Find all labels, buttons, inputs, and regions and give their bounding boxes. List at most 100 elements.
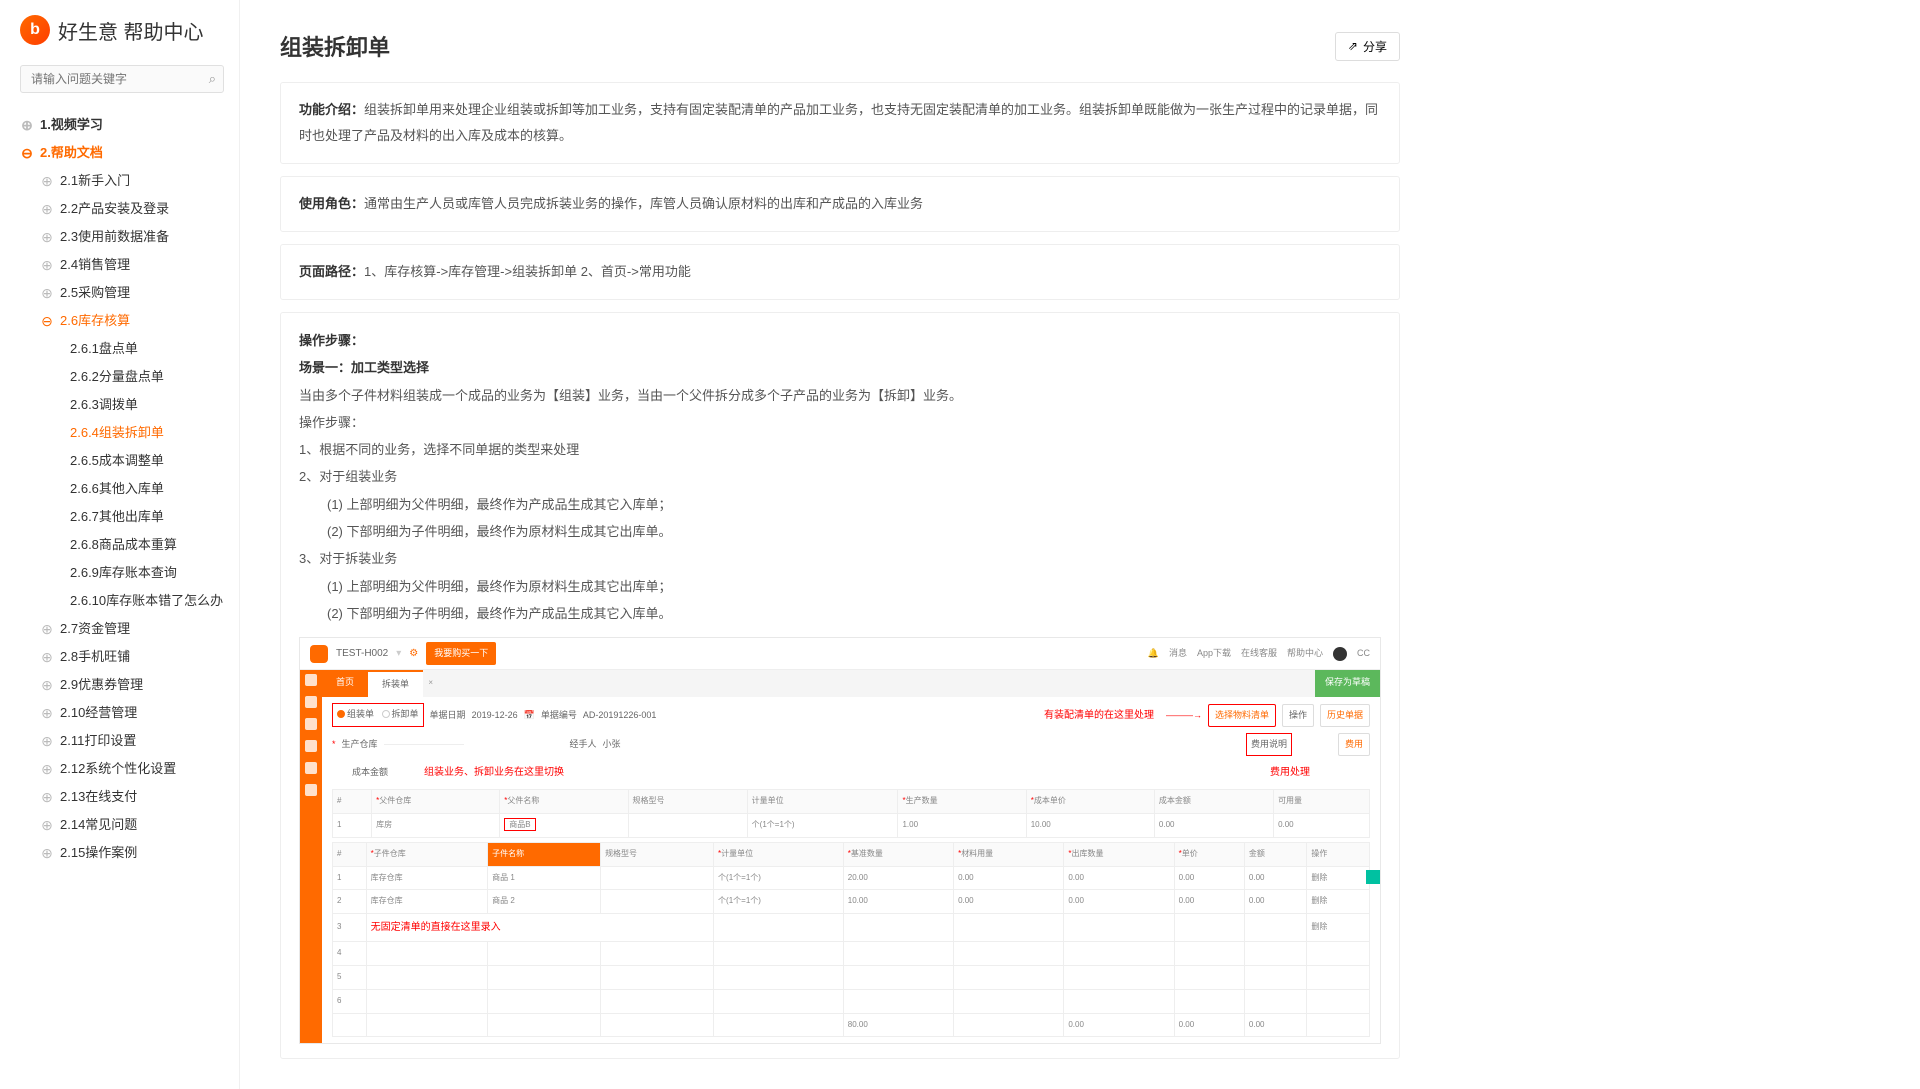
ss-handler-value: 小张 bbox=[603, 735, 621, 754]
logo-text: 好生意 帮助中心 bbox=[58, 16, 204, 45]
th: 计量单位 bbox=[747, 790, 898, 814]
nav-2-8[interactable]: ⊕ 2.8手机旺铺 bbox=[20, 643, 224, 671]
nav-2-10[interactable]: ⊕2.10经营管理 bbox=[20, 699, 224, 727]
search-icon[interactable]: ⌕ bbox=[209, 71, 216, 87]
share-label: 分享 bbox=[1363, 38, 1387, 55]
nav-2-3[interactable]: ⊕2.3使用前数据准备 bbox=[20, 223, 224, 251]
nav-docs[interactable]: ⊖2.帮助文档 bbox=[20, 139, 224, 167]
th: 可用量 bbox=[1274, 790, 1370, 814]
ss-wh-label: 生产仓库 bbox=[342, 735, 378, 754]
nav-2-6-10[interactable]: 2.6.10库存账本错了怎么办 bbox=[20, 587, 224, 615]
ss-radio-disassemble: 拆卸单 bbox=[382, 705, 419, 724]
nav-label: 2.4销售管理 bbox=[60, 251, 130, 279]
calendar-icon: 📅 bbox=[524, 706, 535, 725]
nav-2-6-4[interactable]: 2.6.4组装拆卸单 bbox=[20, 419, 224, 447]
nav-2-5[interactable]: ⊕2.5采购管理 bbox=[20, 279, 224, 307]
nav-2-6-2[interactable]: 2.6.2分量盘点单 bbox=[20, 363, 224, 391]
td: 0.00 bbox=[1244, 890, 1306, 914]
td: 库存仓库 bbox=[366, 890, 488, 914]
nav-2-6-3[interactable]: 2.6.3调拨单 bbox=[20, 391, 224, 419]
nav-label: 2.6.2分量盘点单 bbox=[70, 369, 164, 384]
th: 父件名称 bbox=[507, 796, 539, 805]
nav-label: 2.7资金管理 bbox=[60, 615, 130, 643]
ss-annotation-1: 有装配清单的在这里处理 bbox=[1044, 705, 1154, 726]
td: 0.00 bbox=[1274, 814, 1370, 838]
ss-logo-icon bbox=[310, 645, 328, 663]
step-3-1: (1) 上部明细为父件明细，最终作为原材料生成其它出库单； bbox=[299, 573, 1381, 600]
logo: b 好生意 帮助中心 bbox=[20, 15, 224, 45]
td: 库房 bbox=[372, 814, 500, 838]
ss-op-button: 操作 bbox=[1282, 704, 1314, 727]
steps-label: 操作步骤： bbox=[299, 327, 1381, 354]
nav-2-1[interactable]: ⊕2.1新手入门 bbox=[20, 167, 224, 195]
plus-icon: ⊕ bbox=[40, 650, 54, 664]
nav-video[interactable]: ⊕1.视频学习 bbox=[20, 111, 224, 139]
plus-icon: ⊕ bbox=[40, 818, 54, 832]
minus-icon: ⊖ bbox=[20, 146, 34, 160]
embedded-screenshot: TEST-H002 ▾ ⚙ 我要购买一下 🔔 消息 App下载 在线客服 帮助中… bbox=[299, 637, 1381, 1044]
ss-content: 首页 拆装单× 保存为草稿 组装单 拆卸单 bbox=[322, 670, 1380, 1043]
nav-label: 2.10经营管理 bbox=[60, 699, 137, 727]
ss-service: 在线客服 bbox=[1241, 644, 1277, 663]
plus-icon: ⊕ bbox=[40, 790, 54, 804]
nav-2-6-9[interactable]: 2.6.9库存账本查询 bbox=[20, 559, 224, 587]
td: 0.00 bbox=[1244, 866, 1306, 890]
nav-2-12[interactable]: ⊕2.12系统个性化设置 bbox=[20, 755, 224, 783]
nav-label: 2.8手机旺铺 bbox=[60, 643, 130, 671]
step-3: 3、对于拆装业务 bbox=[299, 545, 1381, 572]
th: 出库数量 bbox=[1071, 849, 1103, 858]
nav-2-9[interactable]: ⊕2.9优惠券管理 bbox=[20, 671, 224, 699]
nav-label: 2.6.4组装拆卸单 bbox=[70, 425, 164, 440]
td: 删除 bbox=[1307, 890, 1370, 914]
ss-topbar: TEST-H002 ▾ ⚙ 我要购买一下 🔔 消息 App下载 在线客服 帮助中… bbox=[300, 638, 1380, 670]
search-input[interactable] bbox=[20, 65, 224, 93]
nav-2-6-5[interactable]: 2.6.5成本调整单 bbox=[20, 447, 224, 475]
td: 1.00 bbox=[898, 814, 1026, 838]
nav-2-14[interactable]: ⊕ 2.14常见问题 bbox=[20, 811, 224, 839]
nav-label: 2.6.6其他入库单 bbox=[70, 481, 164, 496]
nav-2-6[interactable]: ⊖2.6库存核算 bbox=[20, 307, 224, 335]
th: 基准数量 bbox=[851, 849, 883, 858]
page-title: 组装拆卸单 bbox=[280, 30, 390, 62]
nav-2-2[interactable]: ⊕2.2产品安装及登录 bbox=[20, 195, 224, 223]
td: 商品B bbox=[504, 818, 535, 831]
th: 规格型号 bbox=[628, 790, 747, 814]
ss-app: App下载 bbox=[1197, 644, 1231, 663]
logo-icon: b bbox=[20, 15, 50, 45]
nav-label: 2.14常见问题 bbox=[60, 811, 137, 839]
ss-side-icon bbox=[305, 740, 317, 752]
ss-sidebar bbox=[300, 670, 322, 1043]
th: 计量单位 bbox=[721, 849, 753, 858]
nav-label: 2.6.9库存账本查询 bbox=[70, 565, 177, 580]
ss-bill-value: AD-20191226-001 bbox=[583, 706, 657, 725]
nav-2-4[interactable]: ⊕2.4销售管理 bbox=[20, 251, 224, 279]
arrow-icon: ———→ bbox=[1166, 706, 1202, 725]
nav-2-7[interactable]: ⊕2.7资金管理 bbox=[20, 615, 224, 643]
ss-bill-label: 单据编号 bbox=[541, 706, 577, 725]
nav-2-6-6[interactable]: 2.6.6其他入库单 bbox=[20, 475, 224, 503]
nav-2-6-7[interactable]: 2.6.7其他出库单 bbox=[20, 503, 224, 531]
ss-tabs: 首页 拆装单× 保存为草稿 bbox=[322, 670, 1380, 697]
nav-2-15[interactable]: ⊕2.15操作案例 bbox=[20, 839, 224, 867]
ss-top-right: 🔔 消息 App下载 在线客服 帮助中心 CC bbox=[1148, 644, 1370, 663]
th: 金额 bbox=[1244, 842, 1306, 866]
share-button[interactable]: ⇗ 分享 bbox=[1335, 32, 1400, 61]
nav-2-6-8[interactable]: 2.6.8商品成本重算 bbox=[20, 531, 224, 559]
td: 个(1个=1个) bbox=[747, 814, 898, 838]
nav-label: 2.6.1盘点单 bbox=[70, 341, 138, 356]
ss-history-button: 历史单据 bbox=[1320, 704, 1370, 727]
ss-fee-input: 费用说明 bbox=[1246, 733, 1292, 756]
nav-2-13[interactable]: ⊕ 2.13在线支付 bbox=[20, 783, 224, 811]
step-3-2: (2) 下部明细为子件明细，最终作为产成品生成其它入库单。 bbox=[299, 600, 1381, 627]
role-card: 使用角色：通常由生产人员或库管人员完成拆装业务的操作，库管人员确认原材料的出库和… bbox=[280, 176, 1400, 232]
sidebar: b 好生意 帮助中心 ⌕ ⊕1.视频学习 ⊖2.帮助文档 ⊕2.1新手入门 ⊕2… bbox=[0, 0, 240, 1089]
nav-2-11[interactable]: ⊕2.11打印设置 bbox=[20, 727, 224, 755]
th: 规格型号 bbox=[601, 842, 714, 866]
td: 0.00 bbox=[954, 890, 1064, 914]
td: 0.00 bbox=[1064, 890, 1174, 914]
ss-cost-label: 成本金额 bbox=[352, 763, 388, 782]
td: 商品 2 bbox=[488, 890, 601, 914]
nav-label: 2.13在线支付 bbox=[60, 783, 137, 811]
ss-side-icon bbox=[305, 762, 317, 774]
nav-2-6-1[interactable]: 2.6.1盘点单 bbox=[20, 335, 224, 363]
